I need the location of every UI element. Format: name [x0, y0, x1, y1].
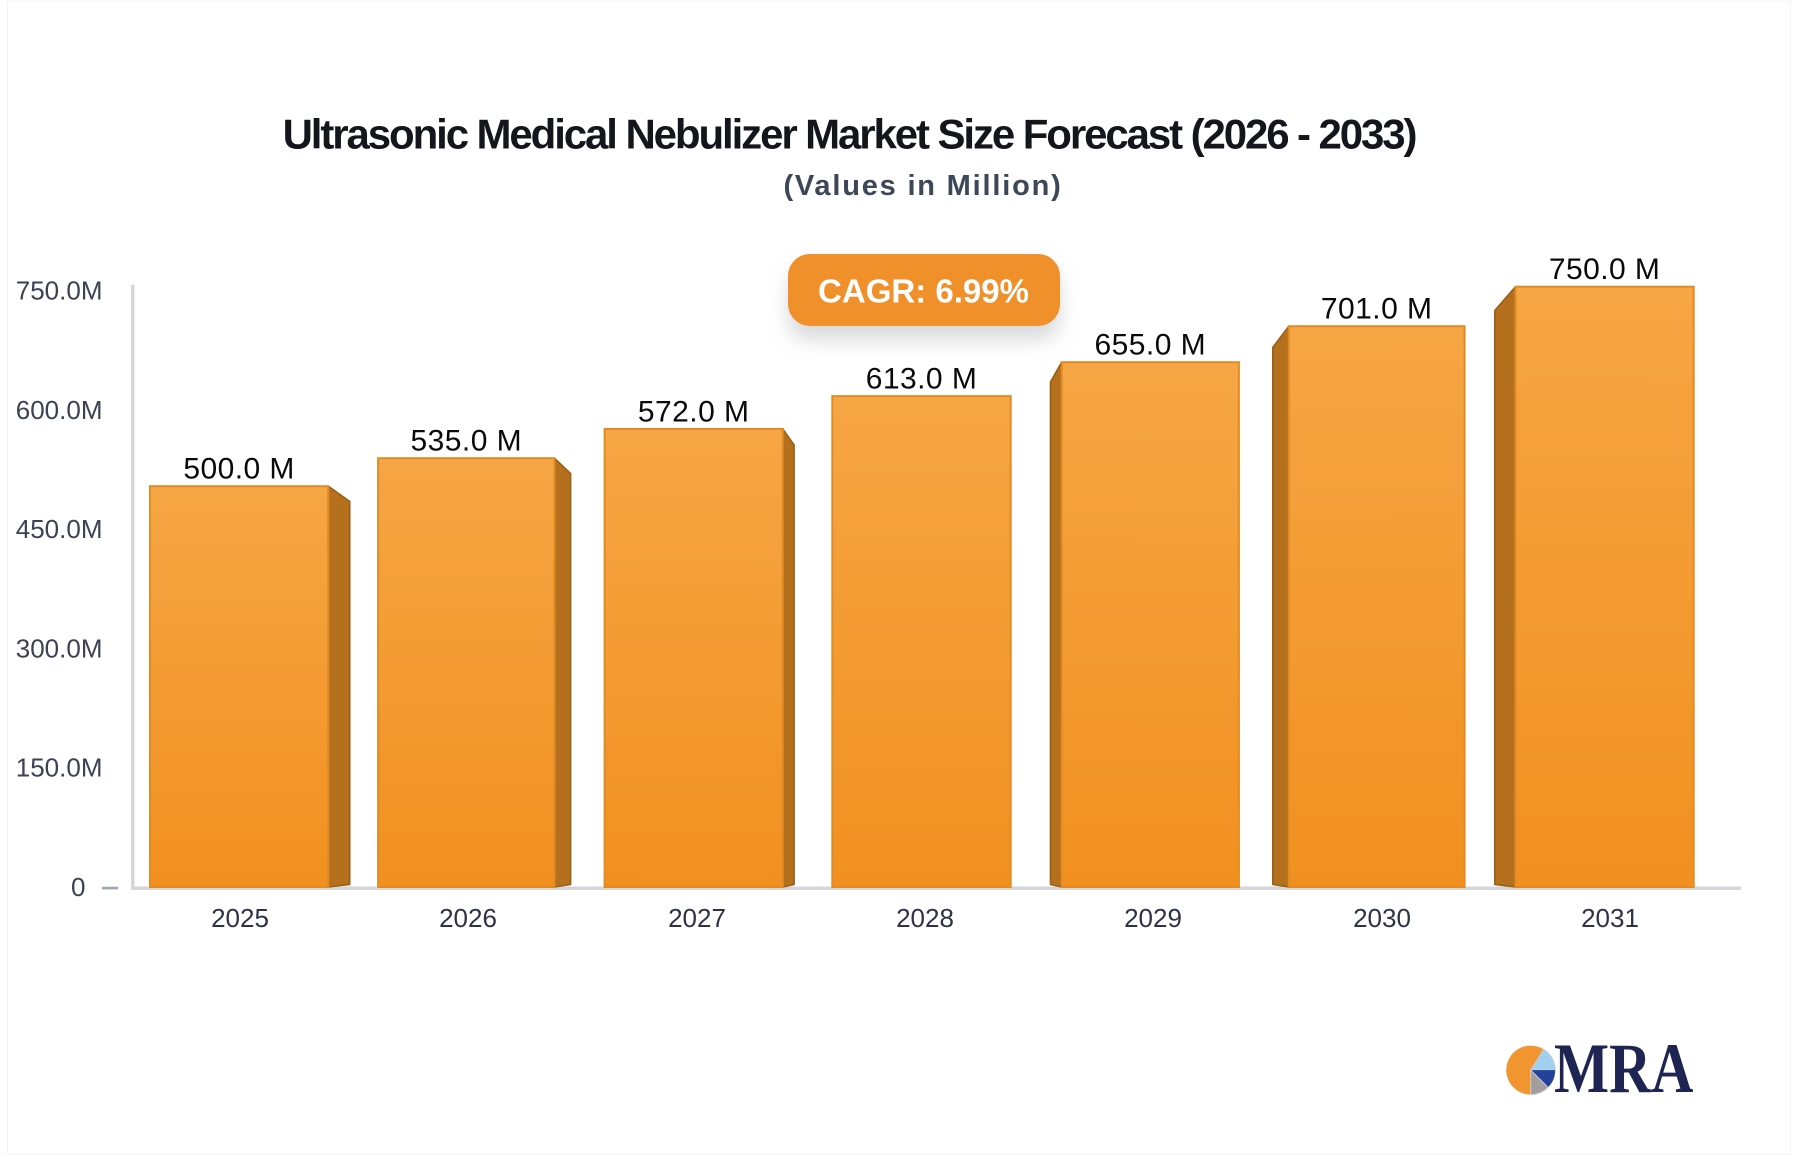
svg-text:2029: 2029 [1124, 903, 1182, 933]
svg-text:Ultrasonic Medical Nebulizer M: Ultrasonic Medical Nebulizer Market Size… [283, 111, 1416, 158]
svg-text:(Values in Million): (Values in Million) [783, 170, 1062, 202]
svg-text:CAGR: 6.99%: CAGR: 6.99% [818, 273, 1029, 310]
svg-text:535.0 M: 535.0 M [411, 425, 523, 458]
svg-text:300.0M: 300.0M [16, 633, 103, 663]
svg-text:MRA: MRA [1554, 1030, 1693, 1109]
svg-text:750.0 M: 750.0 M [1549, 253, 1661, 286]
svg-text:613.0 M: 613.0 M [866, 363, 978, 396]
svg-text:0: 0 [71, 872, 85, 902]
svg-text:572.0 M: 572.0 M [638, 395, 750, 428]
svg-text:500.0 M: 500.0 M [183, 453, 295, 486]
svg-text:2028: 2028 [896, 903, 954, 933]
svg-text:2025: 2025 [211, 903, 269, 933]
svg-text:150.0M: 150.0M [16, 753, 103, 783]
svg-text:701.0 M: 701.0 M [1321, 293, 1433, 326]
svg-text:2027: 2027 [668, 903, 726, 933]
svg-text:600.0M: 600.0M [16, 395, 103, 425]
svg-text:655.0 M: 655.0 M [1095, 329, 1207, 362]
svg-text:2031: 2031 [1581, 903, 1639, 933]
svg-text:2026: 2026 [439, 903, 497, 933]
svg-text:2030: 2030 [1353, 903, 1411, 933]
svg-text:450.0M: 450.0M [16, 514, 103, 544]
svg-text:750.0M: 750.0M [16, 276, 103, 306]
